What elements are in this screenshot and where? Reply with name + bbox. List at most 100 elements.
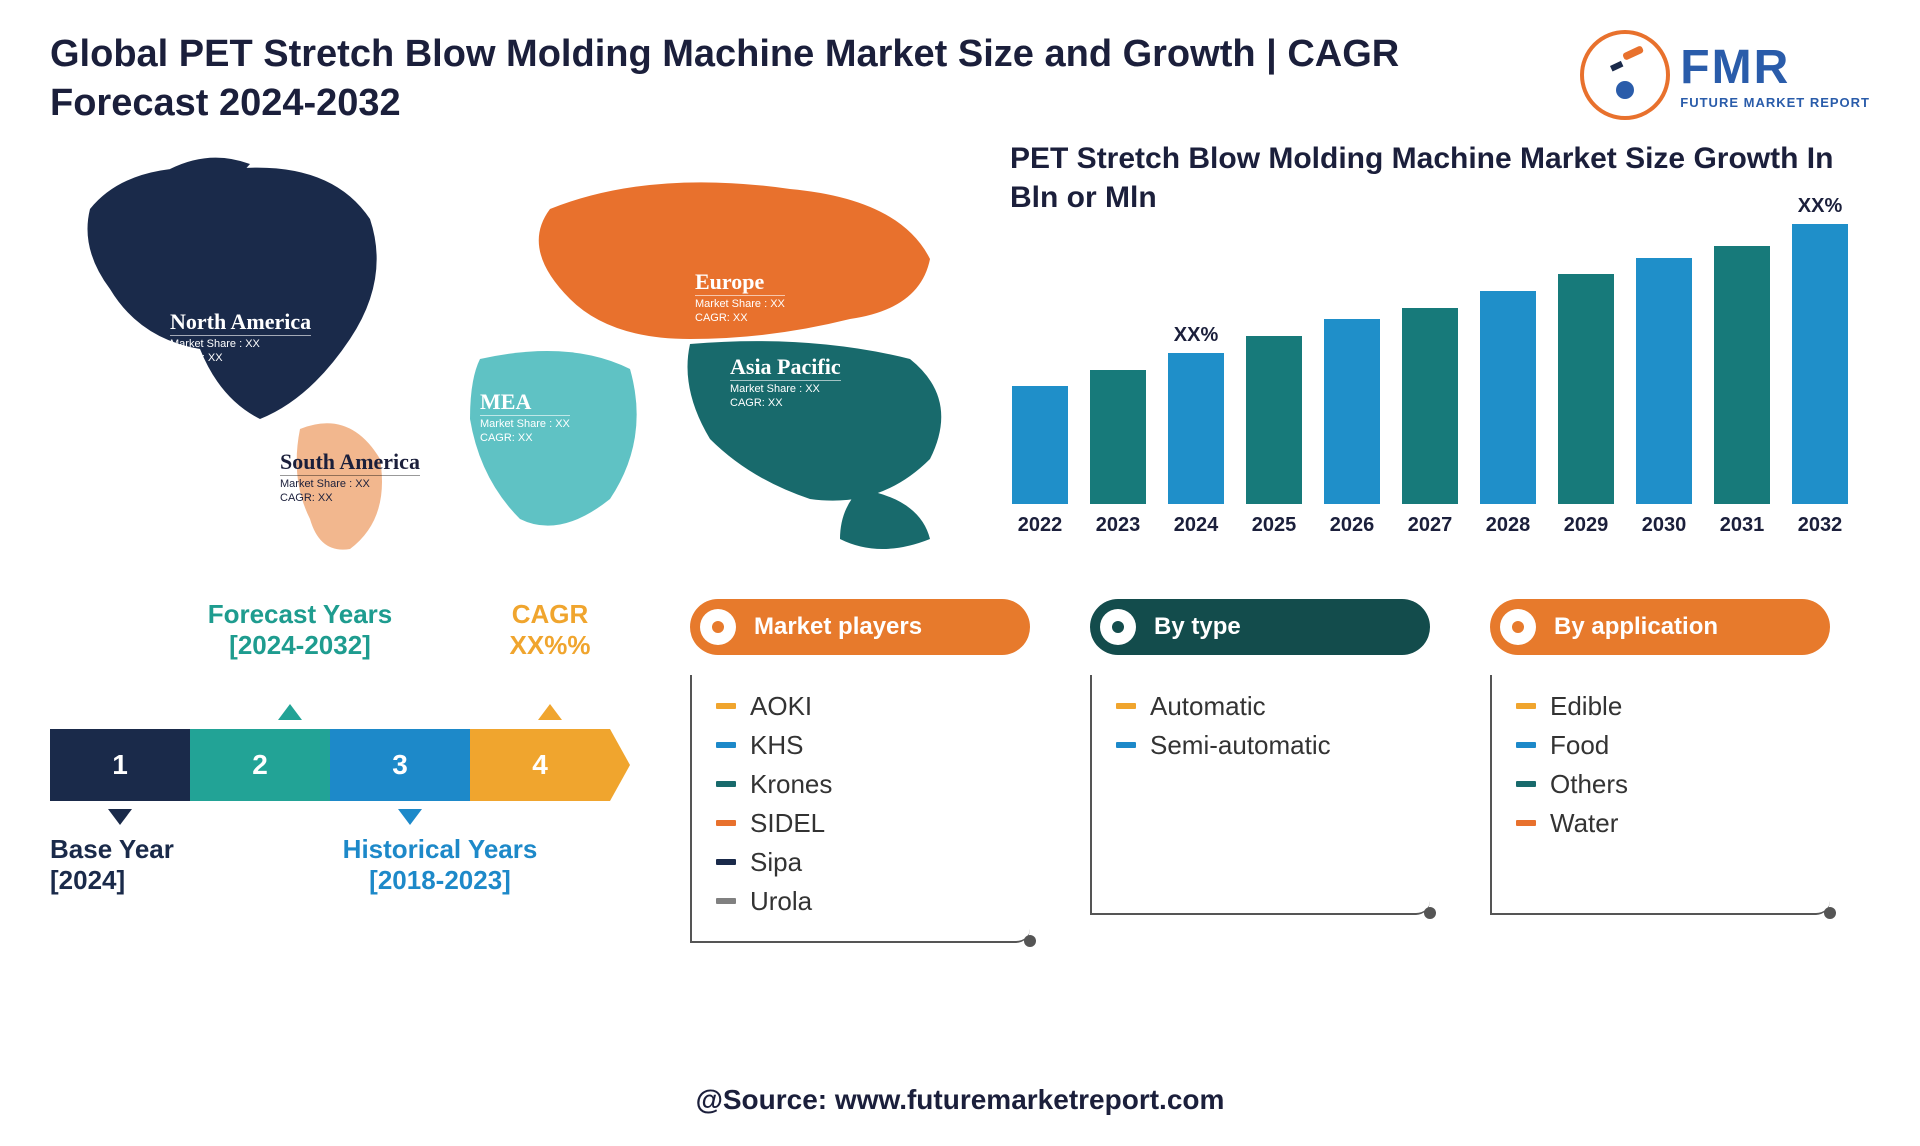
segment-item: AOKI <box>716 691 1020 722</box>
segment-item-label: SIDEL <box>750 808 825 839</box>
source-line: @Source: www.futuremarketreport.com <box>0 1084 1920 1116</box>
bar-rect <box>1792 224 1848 504</box>
segment-pill: By application <box>1490 599 1830 655</box>
region-label-na: North AmericaMarket Share : XXCAGR: XX <box>170 309 311 364</box>
triangle-icon <box>108 809 132 825</box>
region-share: Market Share : XX <box>170 335 311 350</box>
chevron-1: 1 <box>50 729 190 801</box>
bar-year-label: 2027 <box>1408 514 1453 537</box>
bar-2030: 2030 <box>1634 258 1694 537</box>
region-label-eu: EuropeMarket Share : XXCAGR: XX <box>695 269 785 324</box>
region-cagr: CAGR: XX <box>730 395 841 409</box>
bar-year-label: 2032 <box>1798 514 1843 537</box>
region-cagr: CAGR: XX <box>480 430 570 444</box>
bar-year-label: 2025 <box>1252 514 1297 537</box>
bar-2025: 2025 <box>1244 336 1304 537</box>
bar-2023: 2023 <box>1088 370 1148 537</box>
bar-year-label: 2031 <box>1720 514 1765 537</box>
logo-text: FMR FUTURE MARKET REPORT <box>1680 40 1870 110</box>
bar-rect <box>1558 274 1614 504</box>
segment-item-label: Water <box>1550 808 1618 839</box>
chart-title: PET Stretch Blow Molding Machine Market … <box>1010 139 1870 217</box>
tick-icon <box>1516 742 1536 748</box>
bar-year-label: 2030 <box>1642 514 1687 537</box>
bar-rect <box>1246 336 1302 504</box>
region-share: Market Share : XX <box>480 415 570 430</box>
region-share: Market Share : XX <box>280 475 420 490</box>
segment-item: Krones <box>716 769 1020 800</box>
bar-chart: PET Stretch Blow Molding Machine Market … <box>1010 139 1870 559</box>
segment-item: Food <box>1516 730 1820 761</box>
segment-item-label: Food <box>1550 730 1609 761</box>
bars-container: 2022 2023 XX% 2024 2025 2026 2027 2028 2029 2030 2… <box>1010 237 1870 537</box>
chevron-3: 3 <box>330 729 470 801</box>
bar-year-label: 2022 <box>1018 514 1063 537</box>
region-label-ap: Asia PacificMarket Share : XXCAGR: XX <box>730 354 841 409</box>
region-cagr: CAGR: XX <box>170 350 311 364</box>
header: Global PET Stretch Blow Molding Machine … <box>50 30 1870 129</box>
bar-year-label: 2024 <box>1174 514 1219 537</box>
tick-icon <box>716 859 736 865</box>
chevron-row: 1 2 3 4 <box>50 729 610 801</box>
region-name: North America <box>170 309 311 335</box>
segment-item-label: Edible <box>1550 691 1622 722</box>
historical-label: Historical Years [2018-2023] <box>330 834 550 896</box>
segment-1: By type Automatic Semi-automatic <box>1090 599 1430 943</box>
segment-item-label: Krones <box>750 769 832 800</box>
segment-columns: Market playersAOKIKHSKronesSIDELSipaUrol… <box>690 599 1870 943</box>
region-label-mea: MEAMarket Share : XXCAGR: XX <box>480 389 570 444</box>
tick-icon <box>1516 703 1536 709</box>
fmr-logo: FMR FUTURE MARKET REPORT <box>1580 30 1870 120</box>
tick-icon <box>716 898 736 904</box>
tick-icon <box>1116 703 1136 709</box>
tick-icon <box>1516 781 1536 787</box>
segment-item: Automatic <box>1116 691 1420 722</box>
bar-year-label: 2023 <box>1096 514 1141 537</box>
segment-item: Urola <box>716 886 1020 917</box>
segment-list: Edible Food Others Water <box>1490 675 1830 915</box>
upper-section: North AmericaMarket Share : XXCAGR: XXSo… <box>50 139 1870 559</box>
base-year-label: Base Year [2024] <box>50 834 210 896</box>
forecast-label: Forecast Years [2024-2032] <box>200 599 400 661</box>
tick-icon <box>716 742 736 748</box>
segment-item-label: Sipa <box>750 847 802 878</box>
segment-item-label: Urola <box>750 886 812 917</box>
triangle-icon <box>278 704 302 720</box>
segment-item: Sipa <box>716 847 1020 878</box>
segment-list: Automatic Semi-automatic <box>1090 675 1430 915</box>
bar-2026: 2026 <box>1322 319 1382 537</box>
logo-fmr: FMR <box>1680 40 1870 95</box>
bar-year-label: 2028 <box>1486 514 1531 537</box>
segment-item: Water <box>1516 808 1820 839</box>
region-name: South America <box>280 449 420 475</box>
bar-2024: XX% 2024 <box>1166 324 1226 537</box>
segment-item: SIDEL <box>716 808 1020 839</box>
bar-callout: XX% <box>1174 324 1218 347</box>
bar-rect <box>1714 246 1770 504</box>
segment-pill: By type <box>1090 599 1430 655</box>
segment-item: Semi-automatic <box>1116 730 1420 761</box>
bar-year-label: 2029 <box>1564 514 1609 537</box>
segment-item-label: KHS <box>750 730 803 761</box>
region-name: MEA <box>480 389 570 415</box>
tick-icon <box>1116 742 1136 748</box>
lower-section: Forecast Years [2024-2032] CAGR XX%% 1 2… <box>50 599 1870 943</box>
bar-rect <box>1636 258 1692 504</box>
region-name: Asia Pacific <box>730 354 841 380</box>
tick-icon <box>716 820 736 826</box>
segment-2: By application Edible Food Others Water <box>1490 599 1830 943</box>
timeline: Forecast Years [2024-2032] CAGR XX%% 1 2… <box>50 599 630 919</box>
bar-rect <box>1324 319 1380 504</box>
bar-year-label: 2026 <box>1330 514 1375 537</box>
segment-list: AOKI KHS Krones SIDEL Sipa Urola <box>690 675 1030 943</box>
bar-2032: XX%2032 <box>1790 195 1850 537</box>
bar-rect <box>1402 308 1458 504</box>
segment-item-label: Others <box>1550 769 1628 800</box>
region-cagr: CAGR: XX <box>280 490 420 504</box>
bar-rect <box>1480 291 1536 504</box>
region-label-sa: South AmericaMarket Share : XXCAGR: XX <box>280 449 420 504</box>
tick-icon <box>716 703 736 709</box>
triangle-icon <box>538 704 562 720</box>
region-share: Market Share : XX <box>695 295 785 310</box>
triangle-icon <box>398 809 422 825</box>
